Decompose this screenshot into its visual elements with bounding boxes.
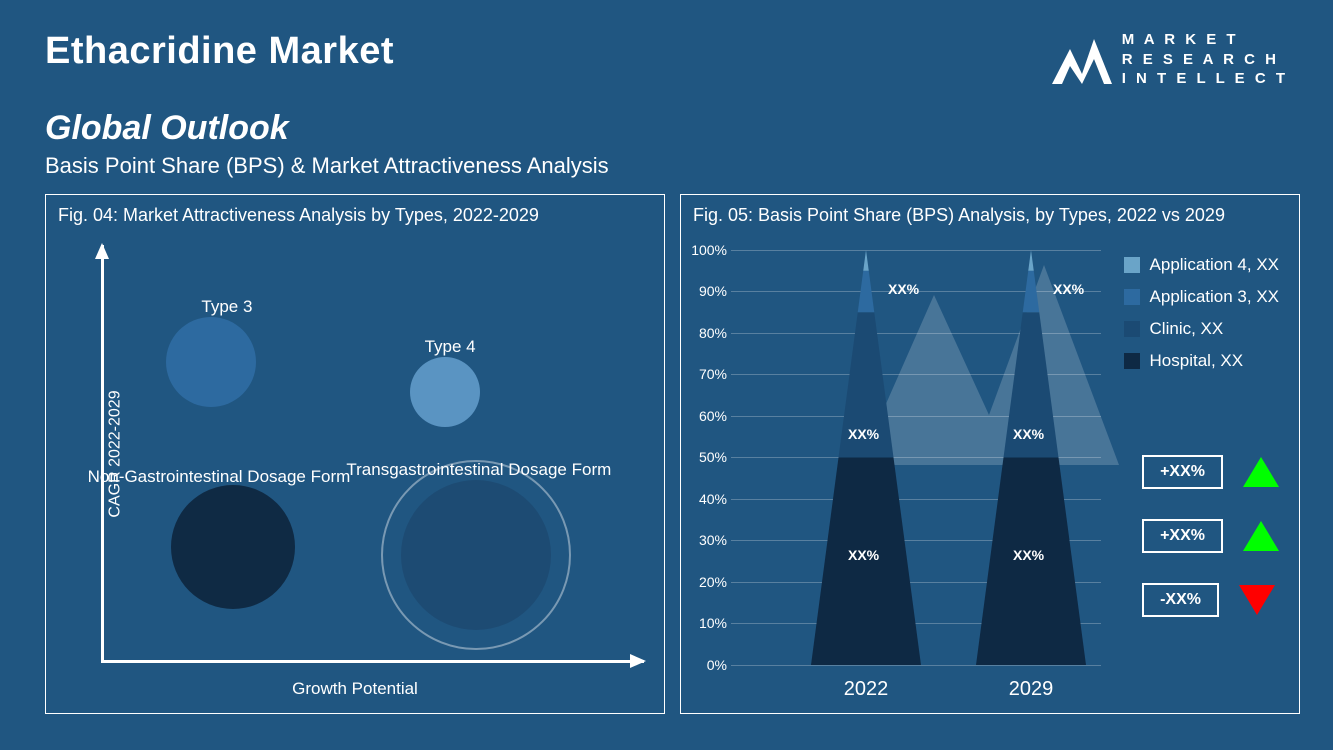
legend-label: Application 4, XX: [1150, 255, 1279, 275]
cone-segment: [1023, 270, 1040, 312]
bubble-label: Type 3: [201, 297, 252, 317]
y-tick-label: 30%: [689, 532, 727, 548]
cone-value-label: XX%: [1053, 281, 1084, 297]
page-title: Ethacridine Market: [45, 30, 394, 73]
legend-swatch: [1124, 321, 1140, 337]
x-category-label: 2029: [1009, 678, 1054, 701]
indicator-value: +XX%: [1142, 519, 1223, 553]
logo-text: M A R K E T R E S E A R C H I N T E L L …: [1122, 30, 1288, 89]
gridline: [731, 665, 1101, 666]
x-category-label: 2022: [844, 678, 889, 701]
legend-swatch: [1124, 289, 1140, 305]
cone-chart-title: Fig. 05: Basis Point Share (BPS) Analysi…: [681, 195, 1299, 236]
legend-item: Hospital, XX: [1124, 351, 1279, 371]
header: Ethacridine Market M A R K E T R E S E A…: [0, 0, 1333, 99]
triangle-up-icon: [1243, 457, 1279, 487]
cone-value-label: XX%: [1013, 426, 1044, 442]
indicator-value: +XX%: [1142, 455, 1223, 489]
cone: [976, 250, 1086, 665]
indicator-row: +XX%: [1142, 519, 1279, 553]
logo-line2: R E S E A R C H: [1122, 50, 1288, 70]
bubble-point: [410, 357, 480, 427]
cone-legend: Application 4, XX Application 3, XX Clinic…: [1124, 255, 1279, 383]
logo-line1: M A R K E T: [1122, 30, 1288, 50]
bubble-point: [166, 317, 256, 407]
legend-label: Hospital, XX: [1150, 351, 1244, 371]
y-tick-label: 0%: [689, 657, 727, 673]
subtitle-bps: Basis Point Share (BPS) & Market Attract…: [45, 153, 1288, 179]
indicator-row: -XX%: [1142, 583, 1279, 617]
cone-segment: [858, 270, 875, 312]
y-axis: [101, 245, 104, 663]
legend-swatch: [1124, 353, 1140, 369]
y-tick-label: 100%: [689, 242, 727, 258]
y-tick-label: 50%: [689, 449, 727, 465]
legend-item: Clinic, XX: [1124, 319, 1279, 339]
bubble-point: [401, 480, 551, 630]
y-tick-label: 80%: [689, 325, 727, 341]
cone-value-label: XX%: [848, 547, 879, 563]
y-tick-label: 10%: [689, 615, 727, 631]
indicator-value: -XX%: [1142, 583, 1219, 617]
cone-chart-panel: Fig. 05: Basis Point Share (BPS) Analysi…: [680, 194, 1300, 714]
y-tick-label: 70%: [689, 366, 727, 382]
x-axis-label: Growth Potential: [292, 679, 418, 699]
cone-segment: [1028, 250, 1034, 271]
cone: [811, 250, 921, 665]
bubble-chart-title: Fig. 04: Market Attractiveness Analysis …: [46, 195, 664, 236]
triangle-up-icon: [1243, 521, 1279, 551]
cone-value-label: XX%: [1013, 547, 1044, 563]
cone-value-label: XX%: [888, 281, 919, 297]
subtitle-block: Global Outlook Basis Point Share (BPS) &…: [0, 99, 1333, 184]
logo-line3: I N T E L L E C T: [1122, 69, 1288, 89]
y-tick-label: 60%: [689, 408, 727, 424]
brand-logo: M A R K E T R E S E A R C H I N T E L L …: [1052, 30, 1288, 89]
bubble-plot-area: Type 3Type 4Non-Gastrointestinal Dosage …: [116, 245, 644, 663]
legend-swatch: [1124, 257, 1140, 273]
triangle-down-icon: [1239, 585, 1275, 615]
indicator-row: +XX%: [1142, 455, 1279, 489]
bubble-point: [171, 485, 295, 609]
cone-plot-area: 0%10%20%30%40%50%60%70%80%90%100%XX%XX%X…: [731, 250, 1101, 663]
legend-item: Application 3, XX: [1124, 287, 1279, 307]
subtitle-global-outlook: Global Outlook: [45, 109, 1288, 148]
bubble-label: Transgastrointestinal Dosage Form: [346, 460, 611, 480]
charts-container: Fig. 04: Market Attractiveness Analysis …: [0, 184, 1333, 734]
bubble-chart-panel: Fig. 04: Market Attractiveness Analysis …: [45, 194, 665, 714]
cone-value-label: XX%: [848, 426, 879, 442]
bubble-label: Non-Gastrointestinal Dosage Form: [88, 467, 351, 487]
logo-icon: [1052, 34, 1112, 84]
y-tick-label: 90%: [689, 283, 727, 299]
y-tick-label: 20%: [689, 574, 727, 590]
legend-label: Application 3, XX: [1150, 287, 1279, 307]
indicator-list: +XX% +XX% -XX%: [1142, 455, 1279, 647]
bubble-label: Type 4: [425, 337, 476, 357]
legend-label: Clinic, XX: [1150, 319, 1224, 339]
legend-item: Application 4, XX: [1124, 255, 1279, 275]
cone-segment: [863, 250, 869, 271]
y-tick-label: 40%: [689, 491, 727, 507]
